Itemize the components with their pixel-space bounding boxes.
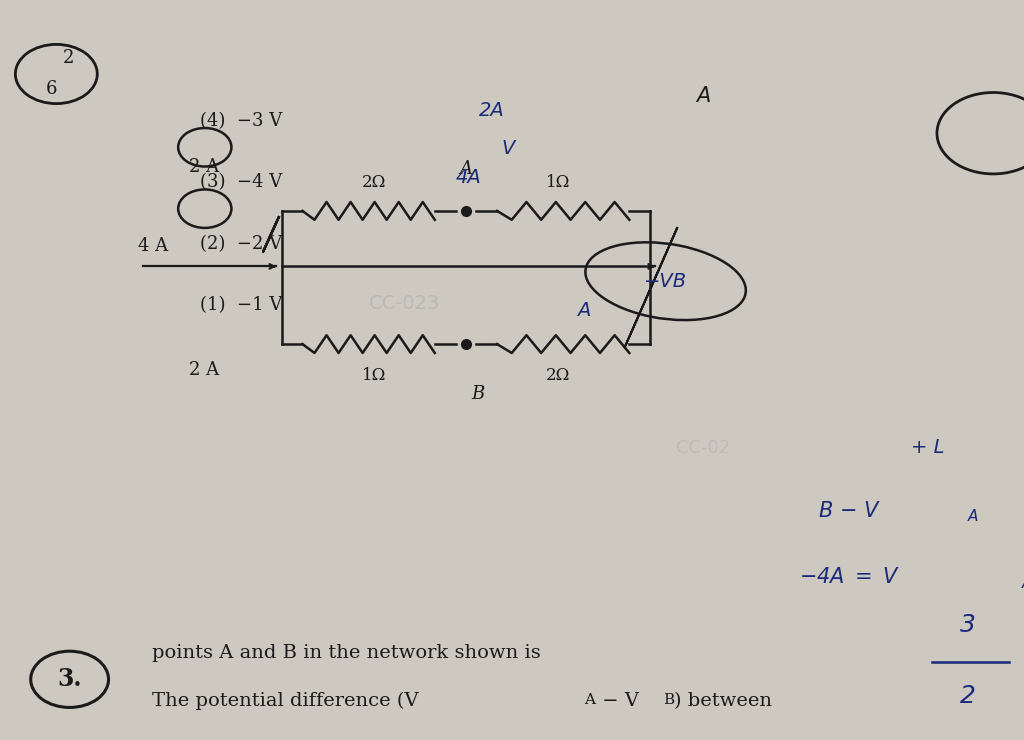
Text: A: A — [577, 301, 591, 320]
Text: 2Ω: 2Ω — [361, 175, 386, 191]
Text: A: A — [584, 693, 595, 707]
Text: + L: + L — [911, 438, 945, 457]
Text: A: A — [968, 509, 978, 524]
Text: A: A — [696, 86, 711, 107]
Text: (4)  −3 V: (4) −3 V — [200, 112, 282, 130]
Text: B: B — [472, 385, 484, 403]
Text: points A and B in the network shown is: points A and B in the network shown is — [152, 644, 541, 662]
Text: 2: 2 — [959, 684, 976, 707]
Text: 2: 2 — [62, 49, 75, 67]
Text: 4 A: 4 A — [138, 237, 168, 255]
Text: CC-023: CC-023 — [369, 294, 440, 313]
Text: 2 A: 2 A — [189, 361, 219, 379]
Text: −VB: −VB — [644, 272, 687, 291]
Text: 6: 6 — [45, 80, 57, 98]
Text: (3)  −4 V: (3) −4 V — [200, 173, 282, 191]
Text: 3: 3 — [959, 613, 976, 637]
Text: 3.: 3. — [57, 667, 82, 691]
Text: V: V — [502, 138, 515, 158]
Text: 1Ω: 1Ω — [361, 367, 386, 383]
Text: (1)  −1 V: (1) −1 V — [200, 296, 282, 314]
Text: (2)  −2 V: (2) −2 V — [200, 235, 282, 252]
Text: The potential difference (V: The potential difference (V — [152, 692, 418, 710]
Text: 2Ω: 2Ω — [546, 367, 570, 383]
Text: A: A — [1022, 576, 1024, 591]
Text: 2A: 2A — [479, 101, 505, 121]
Text: CC-02: CC-02 — [676, 439, 730, 457]
Text: 4A: 4A — [456, 168, 481, 187]
Text: $-$4A $=$ V: $-$4A $=$ V — [799, 567, 900, 588]
Text: B: B — [664, 693, 675, 707]
Text: 1Ω: 1Ω — [546, 175, 570, 191]
Text: − V: − V — [596, 692, 639, 710]
Text: B − V: B − V — [819, 500, 879, 521]
Text: A: A — [460, 160, 472, 178]
Text: 2 A: 2 A — [189, 158, 219, 175]
Text: ) between: ) between — [674, 692, 772, 710]
